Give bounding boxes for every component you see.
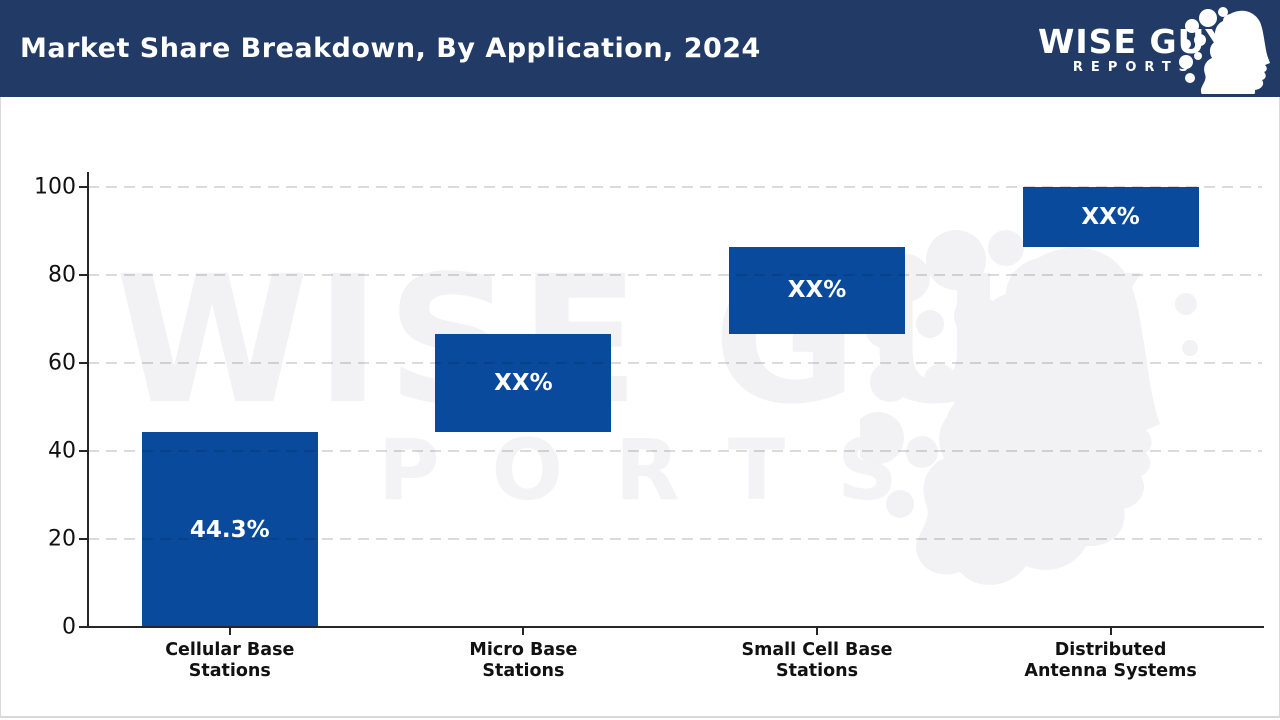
watermark-head-graphic — [860, 230, 1198, 585]
x-tick-mark — [228, 628, 231, 635]
brand-logo-head-icon — [1179, 7, 1270, 94]
x-category-label: Distributed Antenna Systems — [964, 640, 1258, 682]
x-axis-line — [87, 626, 1264, 628]
x-tick-mark — [1109, 628, 1112, 635]
y-tick-label: 100 — [34, 174, 76, 200]
bar-value-label: XX% — [494, 370, 553, 397]
bar — [435, 333, 612, 433]
y-tick-label: 40 — [48, 438, 76, 464]
x-category-label-line: Stations — [775, 661, 859, 681]
x-category-label-line: Small Cell Base — [741, 640, 893, 660]
y-tick-mark — [79, 538, 88, 540]
y-tick-label: 60 — [48, 350, 76, 376]
y-tick-mark — [79, 186, 88, 188]
page-bottom-rule — [0, 716, 1280, 718]
x-tick-mark — [522, 628, 525, 635]
x-category-label: Small Cell Base Stations — [670, 640, 964, 682]
bar-value-label: XX% — [787, 277, 847, 304]
x-category-label-line: Cellular Base — [165, 640, 295, 660]
grid-line — [88, 186, 1262, 188]
watermark-wiseguy-text: WISE GUY — [115, 238, 1146, 443]
grid-line — [88, 362, 1262, 364]
watermark-reports-text: PORTS — [378, 421, 950, 519]
y-tick-mark — [79, 626, 88, 628]
bar — [1022, 187, 1199, 247]
x-tick-mark — [816, 628, 818, 635]
grid-line — [88, 538, 1262, 540]
x-category-label-line: Antenna Systems — [1024, 661, 1197, 681]
bar-value-label: XX% — [1081, 203, 1140, 230]
y-tick-label: 0 — [62, 614, 76, 640]
brand-logo-subtitle: REPORTS — [1072, 60, 1197, 75]
x-category-label: Cellular Base Stations — [83, 640, 377, 682]
grid-line — [88, 450, 1262, 452]
y-axis-line — [87, 172, 89, 628]
x-category-label: Micro Base Stations — [376, 640, 670, 682]
page-title: Market Share Breakdown, By Application, … — [20, 33, 761, 64]
bar — [141, 432, 318, 627]
x-category-label-line: Micro Base — [469, 640, 578, 660]
grid-line — [88, 274, 1262, 276]
brand-logo: WISE GUY REPORTS — [1030, 0, 1280, 97]
y-tick-mark — [79, 362, 88, 364]
x-category-label-line: Stations — [482, 661, 565, 681]
y-tick-label: 80 — [48, 262, 76, 288]
y-tick-label: 20 — [48, 526, 76, 552]
x-category-label-line: Distributed — [1054, 640, 1167, 660]
bar-value-label: 44.3% — [189, 516, 270, 543]
y-tick-mark — [79, 450, 88, 452]
header-bar: Market Share Breakdown, By Application, … — [0, 0, 1280, 97]
x-category-label-line: Stations — [188, 661, 271, 681]
y-tick-mark — [79, 274, 88, 276]
